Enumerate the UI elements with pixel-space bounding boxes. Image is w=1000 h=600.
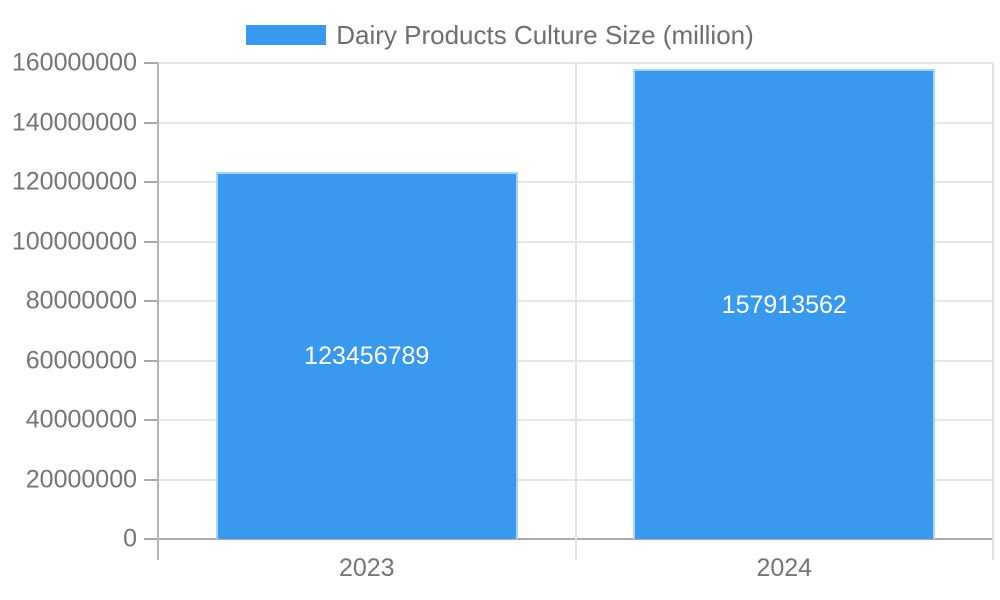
y-axis-tick-label: 80000000 (25, 286, 137, 315)
bar-value-label: 157913562 (721, 290, 847, 319)
y-tick-mark (144, 62, 158, 64)
bar-value-label: 123456789 (304, 341, 430, 370)
y-tick-mark (144, 419, 158, 421)
bar-2023[interactable]: 123456789 (215, 171, 518, 539)
y-axis-tick-label: 0 (123, 524, 137, 553)
y-tick-mark (144, 359, 158, 362)
y-tick-mark (144, 478, 158, 481)
y-axis-tick-label: 140000000 (11, 108, 137, 136)
x-axis-tick-label: 2024 (756, 554, 813, 582)
plot-area: 0 20000000 40000000 60000000 80000000 1000000… (12, 50, 994, 581)
legend-swatch[interactable] (246, 25, 327, 45)
bar-2024[interactable]: 157913562 (633, 69, 936, 539)
x-axis-tick-label: 2023 (338, 554, 395, 582)
y-axis-tick-label: 20000000 (25, 465, 137, 493)
y-tick-mark (144, 538, 158, 540)
legend-label: Dairy Products Culture Size (million) (336, 20, 754, 50)
category-divider-line (574, 63, 577, 560)
y-tick-mark (144, 240, 158, 243)
y-axis-tick-label: 60000000 (25, 346, 137, 374)
plot-right-edge-line (992, 63, 994, 560)
y-tick-mark (144, 121, 158, 124)
y-axis-tick-label: 100000000 (11, 227, 137, 255)
legend[interactable]: Dairy Products Culture Size (million) (0, 22, 1000, 48)
y-tick-mark (144, 300, 158, 302)
y-axis-tick-label: 120000000 (11, 167, 137, 196)
y-axis-tick-label: 40000000 (25, 405, 137, 434)
y-axis-line (157, 63, 159, 560)
y-tick-mark (144, 181, 158, 183)
y-axis-tick-label: 160000000 (11, 48, 137, 77)
